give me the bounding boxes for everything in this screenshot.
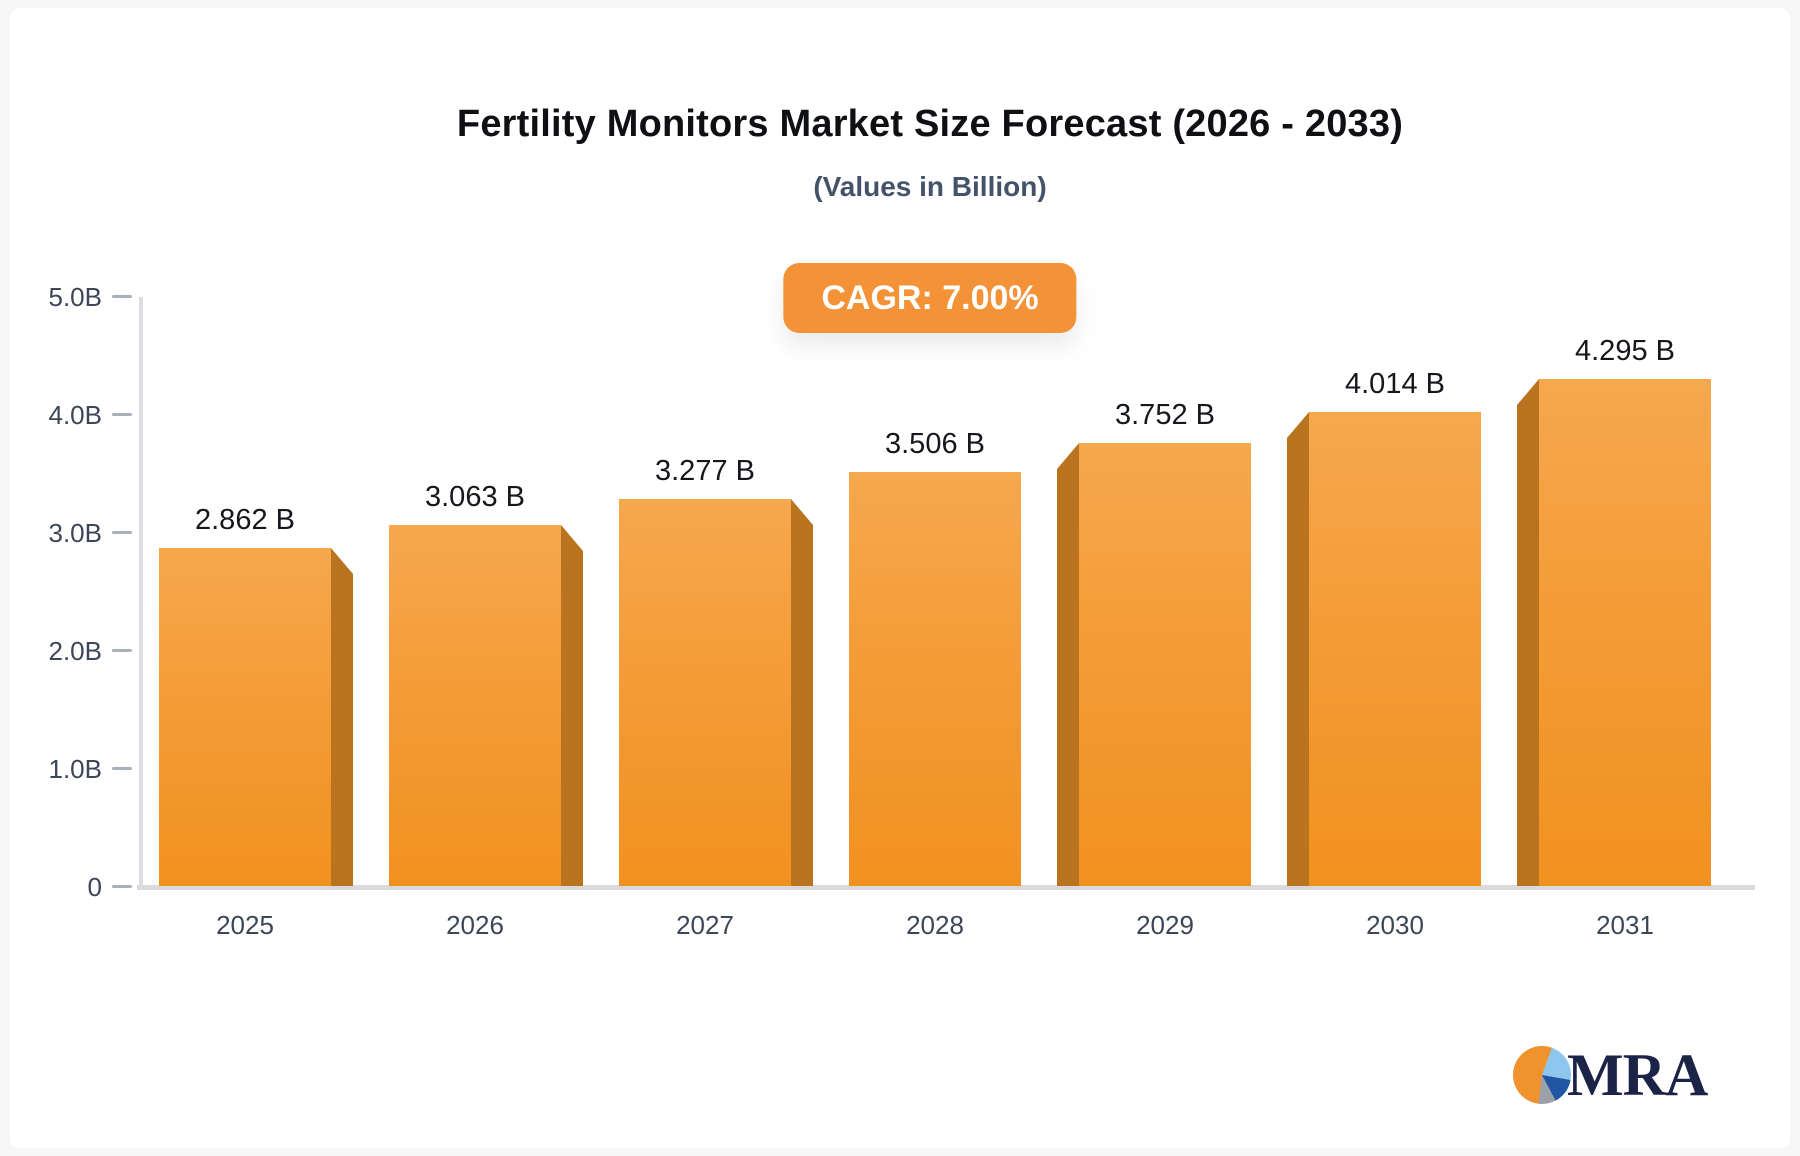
bar-value-label: 3.277 B <box>655 455 755 487</box>
bar-side-face <box>1057 443 1079 886</box>
bar-2030 <box>1309 412 1481 886</box>
y-tick-label: 1.0B <box>48 754 103 784</box>
y-tick-label: 5.0B <box>48 282 103 312</box>
chart-subtitle: (Values in Billion) <box>813 171 1047 202</box>
bar-value-label: 2.862 B <box>195 504 295 536</box>
y-tick-dash <box>112 531 132 534</box>
bar-2025 <box>159 548 331 886</box>
cagr-badge: CAGR: 7.00% <box>783 263 1077 333</box>
x-axis-baseline <box>137 885 1755 890</box>
y-axis-line <box>139 297 143 887</box>
y-tick-dash <box>112 295 132 298</box>
bar-side-face <box>331 548 353 886</box>
bar-value-label: 3.063 B <box>425 481 525 513</box>
x-tick-label: 2025 <box>216 910 274 940</box>
bar-2027 <box>619 499 791 886</box>
bar-2031 <box>1539 379 1711 886</box>
plot-area: 0 1.0B 2.0B 3.0B 4.0B 5.0B 2.862 B 2025 3.063 B 2… <box>10 8 1790 1148</box>
bar-side-face <box>1287 412 1309 886</box>
x-tick-label: 2031 <box>1596 910 1654 940</box>
bar-2026 <box>389 525 561 886</box>
y-tick-label: 4.0B <box>48 400 103 430</box>
bar-value-label: 3.752 B <box>1115 399 1215 431</box>
pie-chart-logo-icon <box>1513 1046 1571 1104</box>
x-tick-label: 2026 <box>446 910 504 940</box>
bar-value-label: 3.506 B <box>885 428 985 460</box>
y-tick-label: 2.0B <box>48 636 103 666</box>
x-tick-label: 2030 <box>1366 910 1424 940</box>
x-tick-label: 2029 <box>1136 910 1194 940</box>
y-tick-dash <box>112 649 132 652</box>
brand-logo-text: MRA <box>1567 1042 1708 1108</box>
bar-2029 <box>1079 443 1251 886</box>
x-tick-label: 2028 <box>906 910 964 940</box>
bar-side-face <box>561 525 583 886</box>
y-tick-dash <box>112 413 132 416</box>
x-tick-label: 2027 <box>676 910 734 940</box>
bar-value-label: 4.014 B <box>1345 368 1445 400</box>
y-tick-dash <box>112 767 132 770</box>
cagr-badge-label: CAGR: 7.00% <box>821 279 1039 317</box>
chart-title: Fertility Monitors Market Size Forecast … <box>456 103 1404 145</box>
y-tick-label: 3.0B <box>48 518 103 548</box>
chart-card: Fertility Monitors Market Size Forecast … <box>10 8 1790 1148</box>
bar-side-face <box>1517 379 1539 886</box>
y-tick-label: 0 <box>87 872 102 902</box>
bar-side-face <box>791 499 813 886</box>
bar-2028 <box>849 472 1021 886</box>
bar-value-label: 4.295 B <box>1575 335 1675 367</box>
y-tick-dash <box>112 885 132 888</box>
brand-logo: MRA <box>1513 1042 1708 1108</box>
